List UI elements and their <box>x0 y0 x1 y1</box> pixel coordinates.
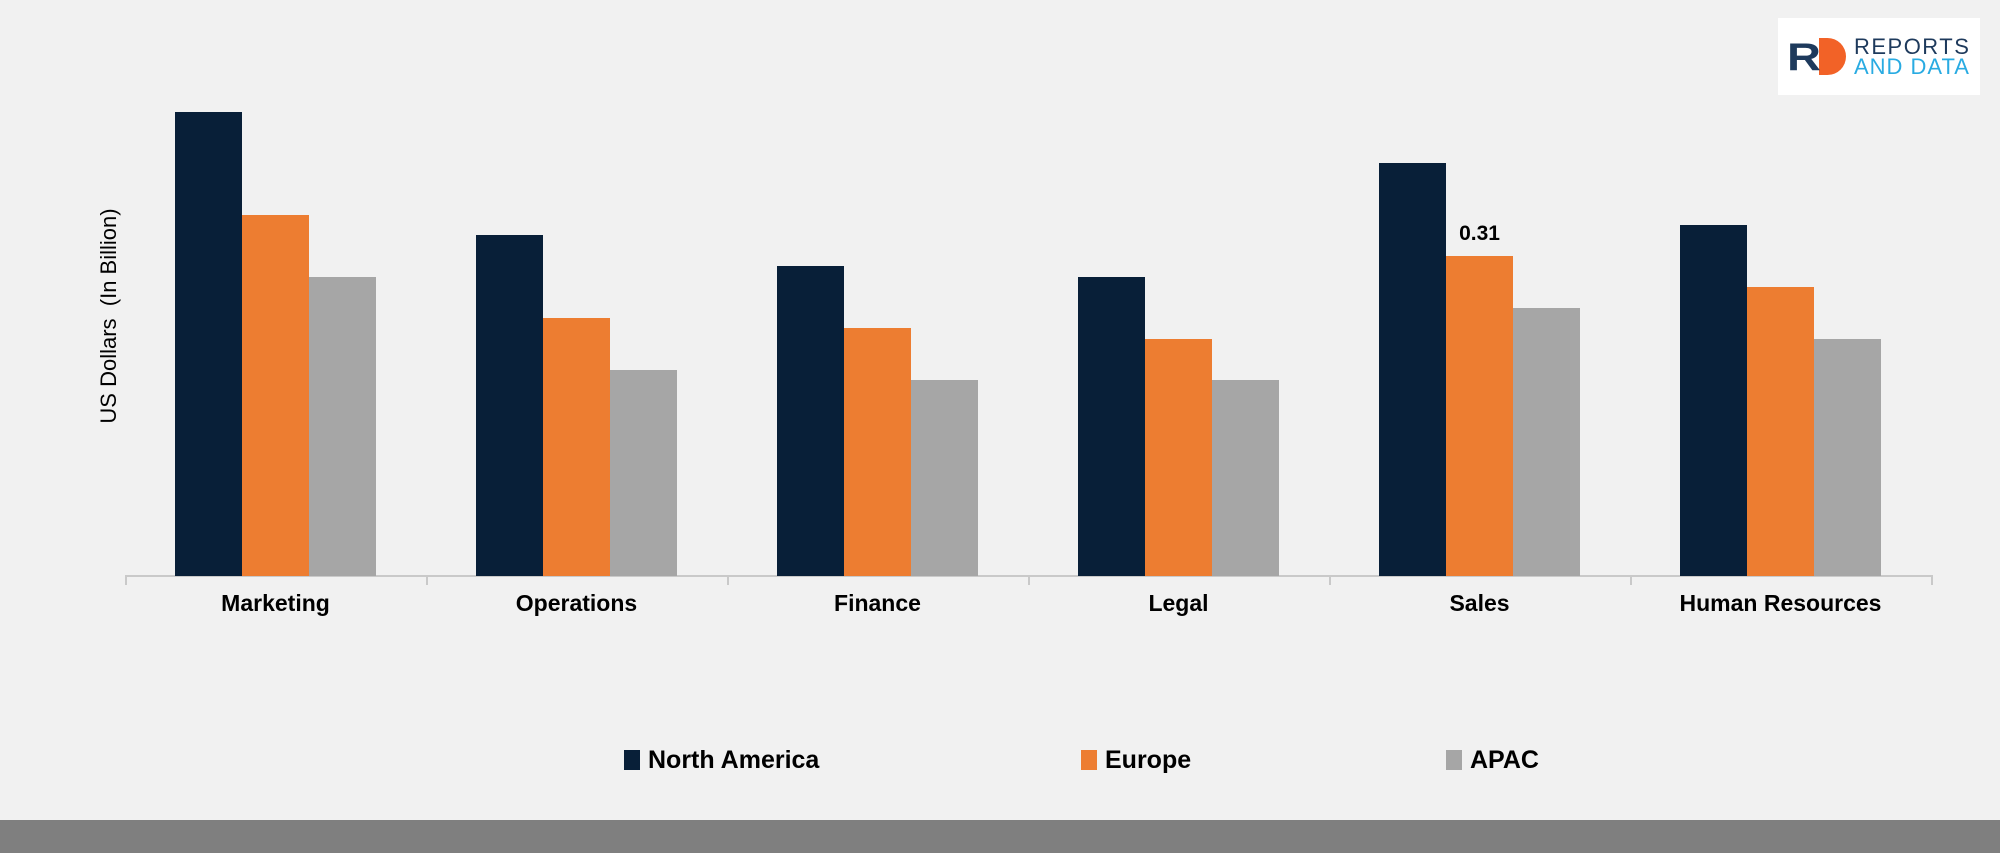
y-axis-label: US Dollars (In Billion) <box>96 208 121 424</box>
reports-and-data-logo: R REPORTS AND DATA <box>1778 18 1980 95</box>
x-axis-tick <box>125 575 127 585</box>
bar-finance-north-america <box>777 266 844 576</box>
bar-legal-north-america <box>1078 277 1145 576</box>
legend-item-north-america: North America <box>624 746 819 774</box>
legend-item-apac: APAC <box>1446 746 1539 774</box>
bar-marketing-north-america <box>175 112 242 576</box>
logo-rd-mark-icon: R <box>1787 33 1846 80</box>
category-label-legal: Legal <box>1148 590 1209 616</box>
legend-label-north-america: North America <box>648 745 820 774</box>
legend-marker-north-america <box>624 750 640 770</box>
bar-human-resources-europe <box>1747 287 1814 576</box>
x-axis-tick <box>1630 575 1632 585</box>
bar-finance-apac <box>911 380 978 576</box>
category-label-finance: Finance <box>834 590 921 616</box>
logo-wordmark: REPORTS AND DATA <box>1853 33 1971 79</box>
x-axis-tick <box>727 575 729 585</box>
bar-legal-europe <box>1145 339 1212 576</box>
x-axis-tick <box>1931 575 1933 585</box>
bar-sales-apac <box>1513 308 1580 576</box>
legend-label-europe: Europe <box>1105 745 1192 774</box>
category-label-marketing: Marketing <box>221 590 330 616</box>
logo-text-reports: REPORTS <box>1853 33 1971 59</box>
bar-sales-north-america <box>1379 163 1446 576</box>
legend-marker-apac <box>1446 750 1462 770</box>
logo-letter-r: R <box>1787 34 1821 79</box>
category-label-operations: Operations <box>515 590 638 616</box>
bar-legal-apac <box>1212 380 1279 576</box>
bar-human-resources-north-america <box>1680 225 1747 576</box>
logo-text-and-data: AND DATA <box>1853 53 1970 79</box>
bar-finance-europe <box>844 328 911 576</box>
data-label-sales-europe: 0.31 <box>1459 222 1500 245</box>
bar-sales-europe <box>1446 256 1513 576</box>
category-label-human-resources: Human Resources <box>1679 590 1882 616</box>
legend-item-europe: Europe <box>1081 746 1191 774</box>
x-axis-tick <box>426 575 428 585</box>
bar-marketing-apac <box>309 277 376 576</box>
bar-operations-europe <box>543 318 610 576</box>
bar-operations-apac <box>610 370 677 576</box>
legend-marker-europe <box>1081 750 1097 770</box>
bar-human-resources-apac <box>1814 339 1881 576</box>
legend-label-apac: APAC <box>1470 745 1539 774</box>
x-axis-tick <box>1329 575 1331 585</box>
footer-bar <box>0 820 2000 853</box>
category-label-sales: Sales <box>1449 590 1510 616</box>
x-axis-tick <box>1028 575 1030 585</box>
bar-marketing-europe <box>242 215 309 576</box>
bar-operations-north-america <box>476 235 543 576</box>
